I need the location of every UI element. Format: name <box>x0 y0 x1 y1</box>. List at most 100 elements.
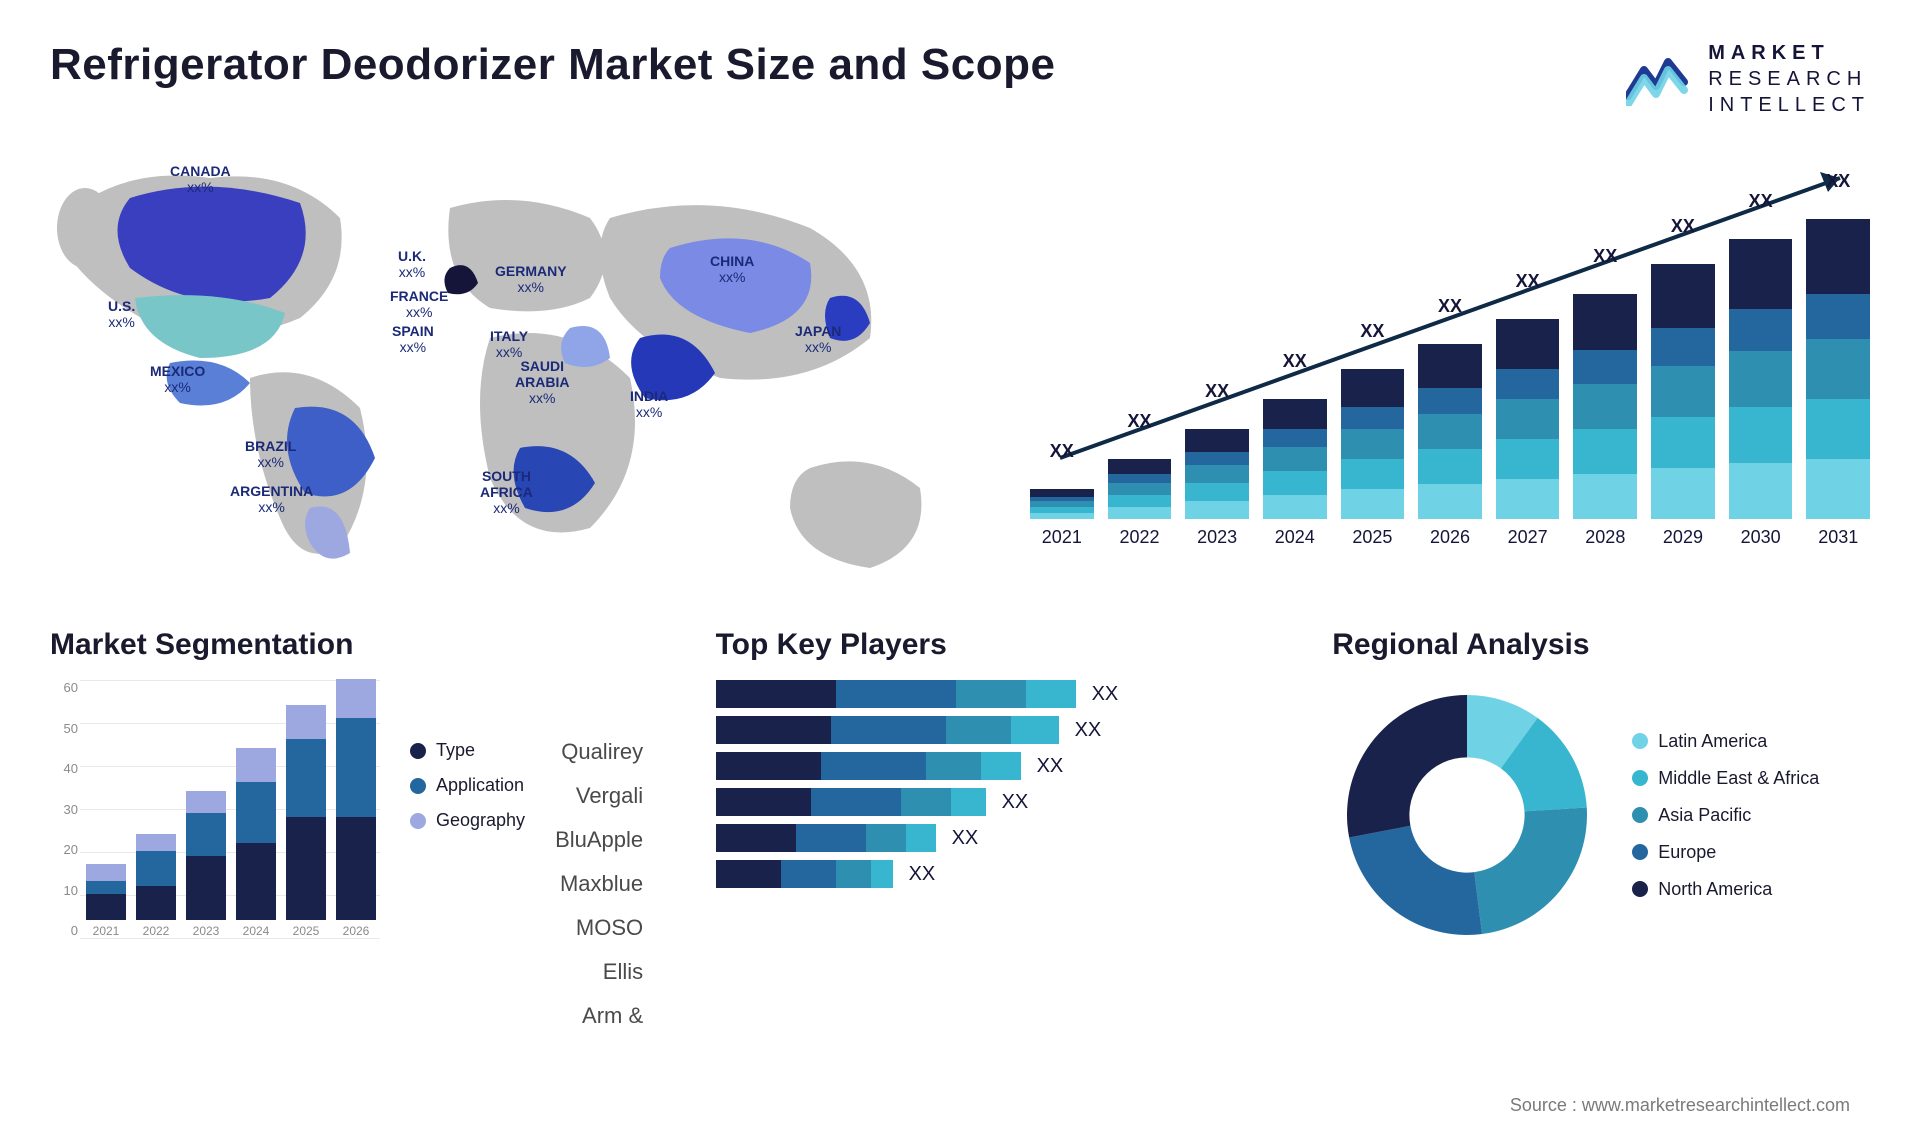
growth-bar-segment <box>1418 484 1482 519</box>
company-name-item: Qualirey <box>555 730 643 774</box>
growth-bar-segment <box>1806 459 1870 519</box>
legend-label: Latin America <box>1658 731 1767 752</box>
key-player-bar <box>716 824 936 852</box>
legend-dot-icon <box>410 743 426 759</box>
legend-label: North America <box>1658 879 1772 900</box>
growth-bar-segment <box>1651 468 1715 519</box>
growth-bar: XX2031 <box>1806 219 1870 548</box>
growth-bar-segment <box>1341 429 1405 459</box>
seg-bar-segment <box>236 748 276 782</box>
key-player-segment <box>926 752 981 780</box>
company-name-item: MOSO <box>555 906 643 950</box>
segmentation-panel: Market Segmentation 6050403020100 202120… <box>50 628 686 1038</box>
growth-bar-segment <box>1573 384 1637 429</box>
seg-bar: 2024 <box>236 748 276 938</box>
growth-bar-segment <box>1729 407 1793 463</box>
seg-ytick: 50 <box>64 721 78 736</box>
seg-bar-segment <box>336 679 376 718</box>
growth-bar: XX2024 <box>1263 399 1327 548</box>
world-map-panel: CANADAxx%U.S.xx%MEXICOxx%BRAZILxx%ARGENT… <box>50 148 950 578</box>
legend-dot-icon <box>1632 807 1648 823</box>
map-label: BRAZILxx% <box>245 438 296 470</box>
key-player-value: XX <box>1037 755 1064 778</box>
key-player-row: XX <box>716 716 1303 744</box>
top-row: CANADAxx%U.S.xx%MEXICOxx%BRAZILxx%ARGENT… <box>50 148 1870 578</box>
regional-title: Regional Analysis <box>1332 628 1870 662</box>
seg-bar-segment <box>86 864 126 881</box>
growth-bar-label: XX <box>1438 296 1462 317</box>
key-player-segment <box>951 788 986 816</box>
growth-bar-segment <box>1185 483 1249 501</box>
seg-bar-segment <box>186 791 226 813</box>
growth-bar-segment <box>1108 459 1172 474</box>
map-label: CHINAxx% <box>710 253 754 285</box>
page-title: Refrigerator Deodorizer Market Size and … <box>50 40 1055 90</box>
growth-bar-segment <box>1263 471 1327 495</box>
growth-bar-segment <box>1030 513 1094 519</box>
logo-line3: INTELLECT <box>1708 92 1870 118</box>
growth-bar-segment <box>1185 465 1249 483</box>
growth-year-label: 2024 <box>1275 527 1315 548</box>
growth-year-label: 2027 <box>1508 527 1548 548</box>
company-name-item: Ellis <box>555 950 643 994</box>
donut-slice <box>1474 807 1587 934</box>
growth-bar-segment <box>1263 399 1327 429</box>
growth-bar-segment <box>1651 328 1715 366</box>
seg-legend-item: Geography <box>410 810 525 831</box>
growth-year-label: 2030 <box>1741 527 1781 548</box>
seg-year-label: 2025 <box>286 924 326 938</box>
key-players-rows: XXXXXXXXXXXX <box>716 680 1303 888</box>
key-player-segment <box>781 860 836 888</box>
growth-bar-label: XX <box>1283 351 1307 372</box>
segmentation-yaxis: 6050403020100 <box>50 680 78 938</box>
growth-bar: XX2029 <box>1651 264 1715 548</box>
growth-bar-segment <box>1496 439 1560 479</box>
logo-mark-icon <box>1626 52 1696 106</box>
key-player-segment <box>981 752 1021 780</box>
key-player-row: XX <box>716 752 1303 780</box>
key-player-segment <box>716 824 796 852</box>
growth-bar-segment <box>1806 339 1870 399</box>
seg-ytick: 40 <box>64 761 78 776</box>
seg-bar-segment <box>136 886 176 920</box>
growth-bar: XX2028 <box>1573 294 1637 548</box>
key-player-segment <box>906 824 936 852</box>
map-label: SPAINxx% <box>392 323 434 355</box>
seg-bar-segment <box>336 718 376 817</box>
seg-year-label: 2022 <box>136 924 176 938</box>
legend-dot-icon <box>1632 844 1648 860</box>
growth-bar-segment <box>1341 407 1405 430</box>
company-name-item: Maxblue <box>555 862 643 906</box>
seg-bar-segment <box>286 817 326 920</box>
regional-legend-item: Asia Pacific <box>1632 805 1819 826</box>
growth-bar-segment <box>1341 489 1405 519</box>
growth-bar-segment <box>1263 447 1327 471</box>
logo-line1: MARKET <box>1708 40 1870 66</box>
seg-year-label: 2024 <box>236 924 276 938</box>
growth-bar-segment <box>1185 501 1249 519</box>
growth-bar-segment <box>1651 264 1715 328</box>
growth-bar-segment <box>1108 474 1172 483</box>
growth-bar-label: XX <box>1127 411 1151 432</box>
growth-bar-segment <box>1263 495 1327 519</box>
map-label: MEXICOxx% <box>150 363 205 395</box>
growth-bar: XX2030 <box>1729 239 1793 548</box>
growth-bar-segment <box>1573 350 1637 384</box>
map-label: INDIAxx% <box>630 388 668 420</box>
seg-bar: 2025 <box>286 705 326 938</box>
key-player-bar <box>716 860 893 888</box>
growth-bar-segment <box>1418 449 1482 484</box>
growth-bar-segment <box>1263 429 1327 447</box>
company-name-item: BluApple <box>555 818 643 862</box>
key-player-segment <box>716 716 831 744</box>
growth-bar-segment <box>1418 414 1482 449</box>
growth-year-label: 2026 <box>1430 527 1470 548</box>
growth-bar-segment <box>1806 399 1870 459</box>
map-label: SAUDIARABIAxx% <box>515 358 569 406</box>
seg-bar-segment <box>236 843 276 920</box>
growth-bar-segment <box>1651 417 1715 468</box>
seg-bar: 2022 <box>136 834 176 938</box>
key-player-row: XX <box>716 788 1303 816</box>
key-player-value: XX <box>952 827 979 850</box>
seg-bar-segment <box>136 851 176 885</box>
